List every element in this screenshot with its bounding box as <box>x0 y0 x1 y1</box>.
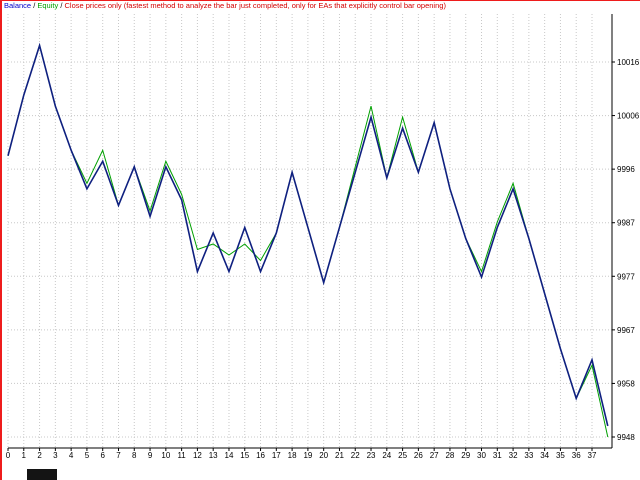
svg-text:10016: 10016 <box>617 58 640 67</box>
svg-text:25: 25 <box>398 451 407 460</box>
svg-text:27: 27 <box>430 451 439 460</box>
svg-text:9996: 9996 <box>617 165 635 174</box>
legend-separator-2: / <box>58 1 65 10</box>
svg-text:18: 18 <box>288 451 297 460</box>
svg-text:11: 11 <box>177 451 186 460</box>
svg-text:16: 16 <box>256 451 265 460</box>
svg-text:5: 5 <box>85 451 90 460</box>
capture-border-left <box>0 0 2 480</box>
svg-text:17: 17 <box>272 451 281 460</box>
legend-model-label: Close prices only (fastest method to ana… <box>64 1 446 10</box>
svg-text:9967: 9967 <box>617 326 635 335</box>
svg-text:30: 30 <box>477 451 486 460</box>
svg-text:10: 10 <box>161 451 170 460</box>
svg-text:19: 19 <box>303 451 312 460</box>
svg-text:34: 34 <box>540 451 549 460</box>
svg-text:10006: 10006 <box>617 112 640 121</box>
legend-equity-label: Equity <box>37 1 59 10</box>
svg-text:1: 1 <box>22 451 27 460</box>
svg-text:20: 20 <box>319 451 328 460</box>
chart-legend: Balance / Equity / Close prices only (fa… <box>4 1 446 11</box>
svg-text:28: 28 <box>445 451 454 460</box>
svg-text:21: 21 <box>335 451 344 460</box>
svg-text:33: 33 <box>524 451 533 460</box>
svg-text:8: 8 <box>132 451 137 460</box>
svg-text:24: 24 <box>382 451 391 460</box>
svg-text:2: 2 <box>37 451 42 460</box>
bottom-bar-handle[interactable] <box>27 469 57 480</box>
svg-text:23: 23 <box>367 451 376 460</box>
legend-separator-1: / <box>31 1 38 10</box>
svg-text:32: 32 <box>509 451 518 460</box>
svg-text:15: 15 <box>240 451 249 460</box>
svg-text:9: 9 <box>148 451 153 460</box>
svg-text:9948: 9948 <box>617 433 635 442</box>
svg-text:31: 31 <box>493 451 502 460</box>
svg-text:0: 0 <box>6 451 11 460</box>
svg-text:3: 3 <box>53 451 58 460</box>
svg-text:6: 6 <box>100 451 105 460</box>
svg-text:26: 26 <box>414 451 423 460</box>
svg-text:4: 4 <box>69 451 74 460</box>
svg-text:22: 22 <box>351 451 360 460</box>
svg-text:37: 37 <box>588 451 597 460</box>
svg-text:35: 35 <box>556 451 565 460</box>
svg-text:9977: 9977 <box>617 272 635 281</box>
svg-text:7: 7 <box>116 451 121 460</box>
svg-text:9987: 9987 <box>617 219 635 228</box>
svg-text:36: 36 <box>572 451 581 460</box>
svg-text:9958: 9958 <box>617 379 635 388</box>
legend-balance-label: Balance <box>4 1 32 10</box>
svg-text:14: 14 <box>225 451 234 460</box>
capture-border-top <box>0 0 640 1</box>
svg-text:12: 12 <box>193 451 202 460</box>
svg-text:13: 13 <box>209 451 218 460</box>
svg-text:29: 29 <box>461 451 470 460</box>
